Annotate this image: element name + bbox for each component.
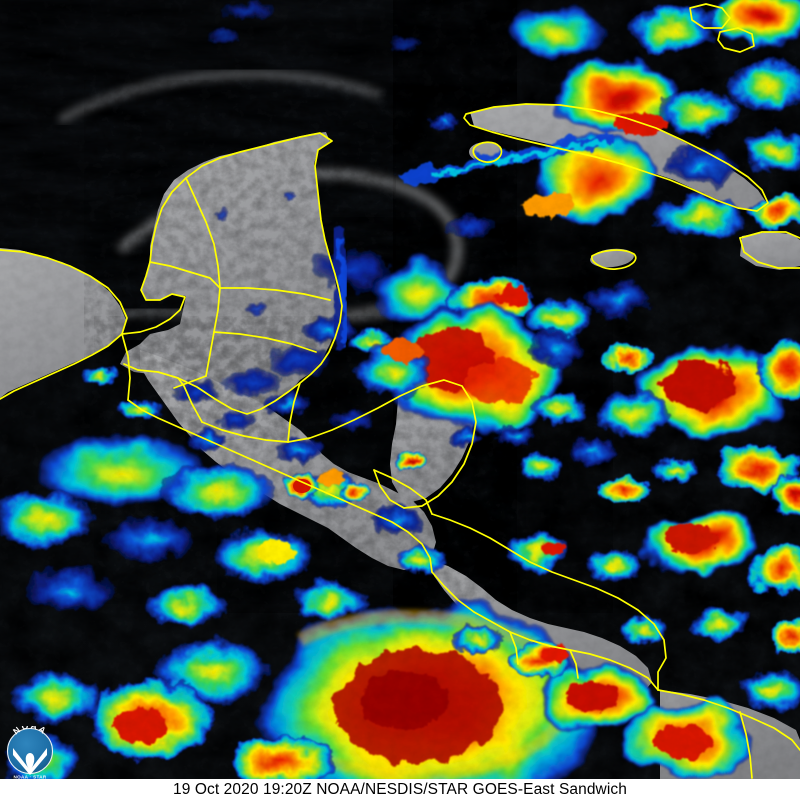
noaa-logo-subtext: NOAA · STAR [14, 774, 47, 779]
image-grain-overlay [0, 0, 800, 779]
political-borders [0, 3, 800, 779]
seagull-icon [13, 748, 47, 775]
caption-text: 19 Oct 2020 19:20Z NOAA/NESDIS/STAR GOES… [173, 780, 627, 798]
noaa-logo: NOAA NOAA · STAR [4, 726, 56, 779]
satellite-image [0, 0, 800, 779]
satellite-image-canvas [0, 0, 800, 779]
caption-bar: 19 Oct 2020 19:20Z NOAA/NESDIS/STAR GOES… [0, 779, 800, 800]
